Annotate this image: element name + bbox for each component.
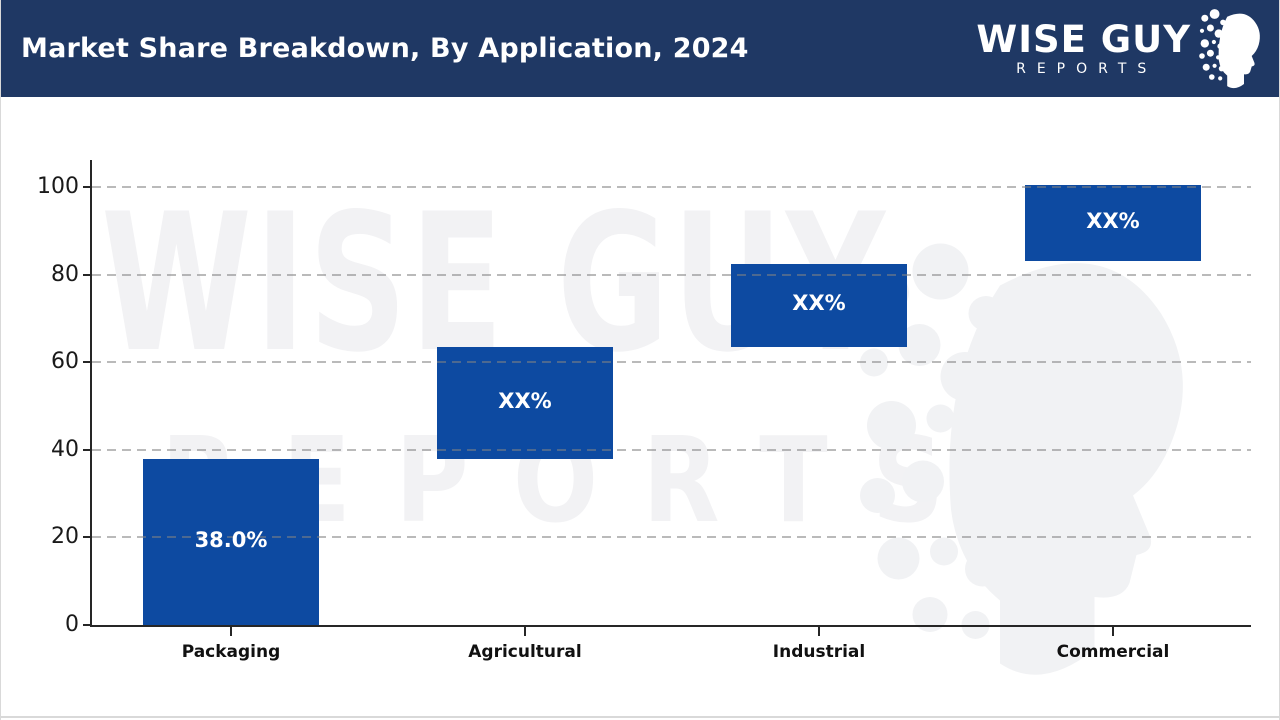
x-tick-commercial xyxy=(1112,627,1114,636)
y-tick-label-40: 40 xyxy=(51,436,79,462)
bar-industrial[interactable] xyxy=(731,263,907,347)
bar-chart: 0 20 40 60 80 100 38.0% XX% XX% XX% Packaging Agric… xyxy=(1,97,1279,717)
y-tick-60 xyxy=(83,361,90,364)
logo-wordmark-line1: WISE GUY xyxy=(976,18,1191,61)
gridline-20 xyxy=(92,536,1251,539)
y-tick-label-80: 80 xyxy=(51,261,79,287)
bar-value-label-packaging: 38.0% xyxy=(194,527,268,552)
wise-guy-logo: WISE GUY REPORTS xyxy=(976,7,1267,91)
gridline-40 xyxy=(92,448,1251,451)
x-tick-label-commercial: Commercial xyxy=(1056,642,1170,662)
x-tick-label-packaging: Packaging xyxy=(181,642,281,662)
bottom-border xyxy=(1,716,1279,718)
x-axis-line xyxy=(90,625,1251,627)
gridline-60 xyxy=(92,361,1251,364)
logo-face-icon xyxy=(1199,8,1260,88)
bar-value-label-industrial: XX% xyxy=(792,291,846,316)
y-tick-label-20: 20 xyxy=(51,524,79,550)
watermark-face-icon xyxy=(860,243,1183,675)
page-title: Market Share Breakdown, By Application, … xyxy=(21,33,749,64)
x-tick-agricultural xyxy=(524,627,526,636)
y-tick-label-0: 0 xyxy=(65,612,79,637)
gridline-100 xyxy=(92,186,1251,188)
x-tick-packaging xyxy=(230,627,232,636)
gridline-80 xyxy=(92,273,1251,276)
y-tick-100 xyxy=(83,186,90,188)
y-tick-0 xyxy=(83,624,90,626)
bar-value-label-agricultural: XX% xyxy=(498,388,552,413)
logo-wordmark: WISE GUY REPORTS xyxy=(976,21,1191,76)
bar-value-label-commercial: XX% xyxy=(1086,209,1140,234)
y-tick-40 xyxy=(83,448,90,451)
y-tick-80 xyxy=(83,273,90,276)
y-tick-label-60: 60 xyxy=(51,349,79,375)
chart-area: WISE GUY REPORTS 0 20 40 60 80 100 38.0% XX% XX%… xyxy=(1,97,1279,718)
x-tick-label-industrial: Industrial xyxy=(772,642,866,662)
x-tick-industrial xyxy=(818,627,820,636)
y-tick-label-100: 100 xyxy=(37,174,79,199)
bar-commercial[interactable] xyxy=(1025,184,1201,262)
header-bar: Market Share Breakdown, By Application, … xyxy=(1,0,1279,97)
bar-packaging[interactable] xyxy=(143,458,319,625)
y-axis-line xyxy=(90,160,92,627)
x-tick-label-agricultural: Agricultural xyxy=(468,642,582,662)
bar-agricultural[interactable] xyxy=(437,346,613,459)
y-tick-20 xyxy=(83,536,90,539)
logo-wordmark-line2: REPORTS xyxy=(1016,61,1158,77)
